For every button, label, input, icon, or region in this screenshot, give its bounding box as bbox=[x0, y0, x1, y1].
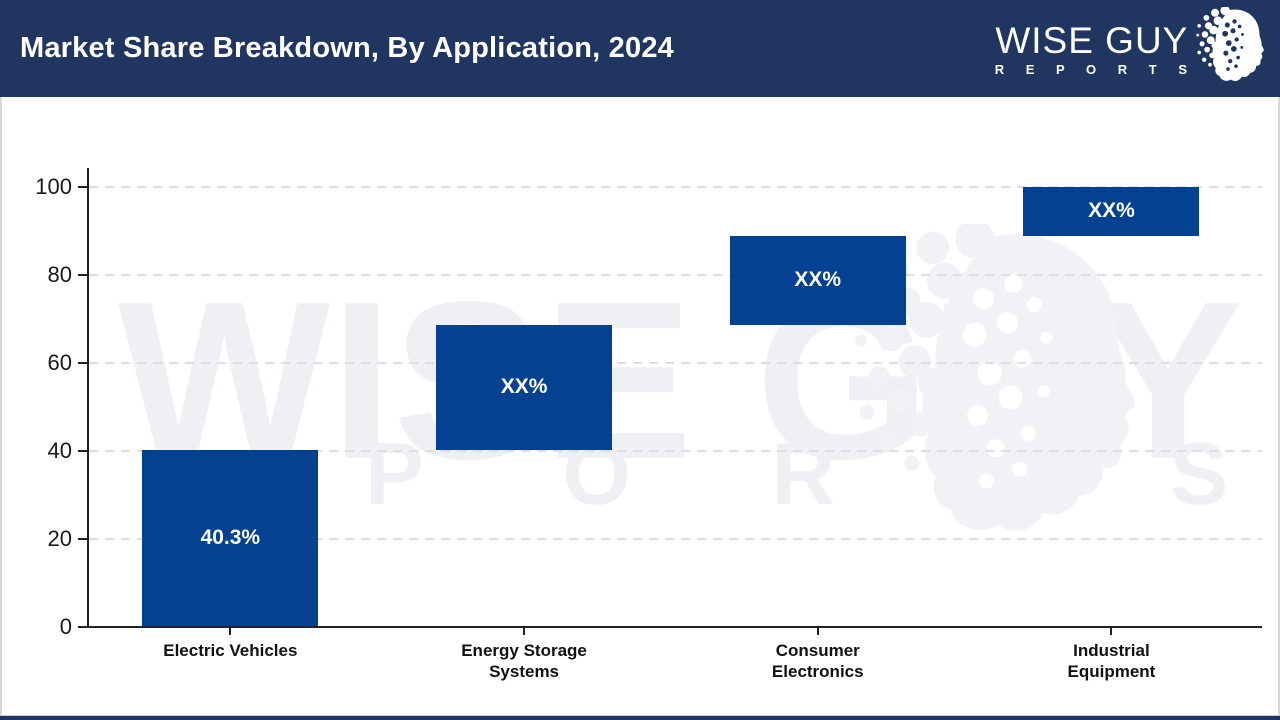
y-tick-label: 40 bbox=[47, 438, 72, 463]
y-axis-line bbox=[87, 168, 89, 627]
y-tick-label: 100 bbox=[35, 174, 72, 199]
x-tick bbox=[523, 627, 526, 635]
bar-segment: XX% bbox=[1023, 187, 1200, 236]
y-tick-label: 0 bbox=[59, 614, 72, 639]
y-tick bbox=[78, 626, 87, 628]
page-border-left bbox=[0, 97, 2, 716]
x-category-label-line: Systems bbox=[489, 661, 560, 681]
x-category-label: Consumer Electronics bbox=[708, 641, 928, 682]
logo-face-icon bbox=[1194, 7, 1270, 90]
header-bar: Market Share Breakdown, By Application, … bbox=[0, 0, 1280, 97]
x-category-label-line: Electric Vehicles bbox=[163, 641, 298, 660]
x-category-label-line: Electronics bbox=[771, 661, 864, 681]
y-tick-label: 80 bbox=[47, 262, 72, 287]
x-tick bbox=[229, 627, 232, 635]
y-tick bbox=[78, 538, 87, 540]
y-tick bbox=[78, 274, 87, 276]
bar-value-label: XX% bbox=[500, 375, 548, 399]
x-axis-line bbox=[87, 626, 1262, 628]
bar-segment: XX% bbox=[436, 325, 613, 450]
page-title: Market Share Breakdown, By Application, … bbox=[20, 32, 674, 64]
logo-wordmark: WISE GUY bbox=[995, 19, 1189, 61]
x-category-label-line: Industrial bbox=[1073, 641, 1150, 660]
footer-divider bbox=[0, 715, 1280, 716]
y-tick bbox=[78, 450, 87, 452]
y-tick-label: 20 bbox=[47, 526, 72, 551]
gridline bbox=[89, 274, 1262, 276]
bar-value-label: XX% bbox=[1088, 199, 1135, 223]
logo-text: WISE GUY R E P O R T S bbox=[988, 22, 1196, 76]
bar-segment: XX% bbox=[729, 235, 906, 326]
x-tick bbox=[1110, 627, 1113, 635]
y-tick bbox=[78, 362, 87, 364]
gridline bbox=[89, 538, 1262, 540]
gridline bbox=[89, 450, 1262, 452]
x-category-label: Industrial Equipment bbox=[1001, 641, 1221, 682]
x-category-label-line: Equipment bbox=[1067, 661, 1156, 681]
x-category-label-line: Consumer bbox=[775, 641, 860, 660]
wise-guy-reports-logo: WISE GUY R E P O R T S bbox=[988, 7, 1270, 90]
page-border-right bbox=[1278, 97, 1280, 716]
logo-subtitle: R E P O R T S bbox=[994, 61, 1196, 77]
bar-value-label: XX% bbox=[794, 268, 842, 292]
x-category-label: Electric Vehicles bbox=[120, 641, 340, 662]
gridline bbox=[89, 186, 1262, 188]
bar-segment: 40.3% bbox=[142, 449, 319, 627]
y-tick-label: 60 bbox=[47, 350, 72, 375]
y-tick bbox=[78, 186, 87, 188]
footer-bar bbox=[0, 716, 1280, 720]
x-category-label: Energy Storage Systems bbox=[414, 641, 634, 682]
bar-value-label: 40.3% bbox=[200, 526, 261, 550]
x-category-label-line: Energy Storage bbox=[461, 641, 587, 660]
gridline bbox=[89, 362, 1262, 364]
x-tick bbox=[816, 627, 819, 635]
